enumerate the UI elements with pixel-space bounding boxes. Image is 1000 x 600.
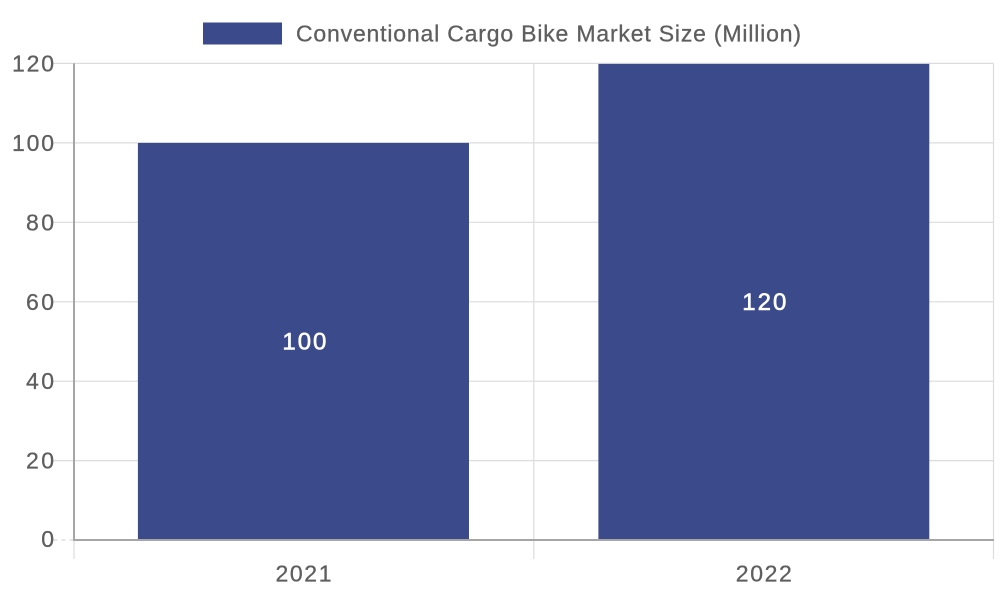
svg-text:120: 120 (742, 289, 786, 316)
svg-text:100: 100 (12, 130, 54, 156)
svg-text:0: 0 (41, 526, 54, 552)
svg-text:120: 120 (12, 50, 54, 76)
svg-text:2021: 2021 (276, 561, 332, 587)
svg-text:Conventional Cargo Bike Market: Conventional Cargo Bike Market Size (Mil… (296, 20, 801, 46)
svg-text:2022: 2022 (736, 561, 792, 587)
svg-text:100: 100 (282, 329, 326, 356)
